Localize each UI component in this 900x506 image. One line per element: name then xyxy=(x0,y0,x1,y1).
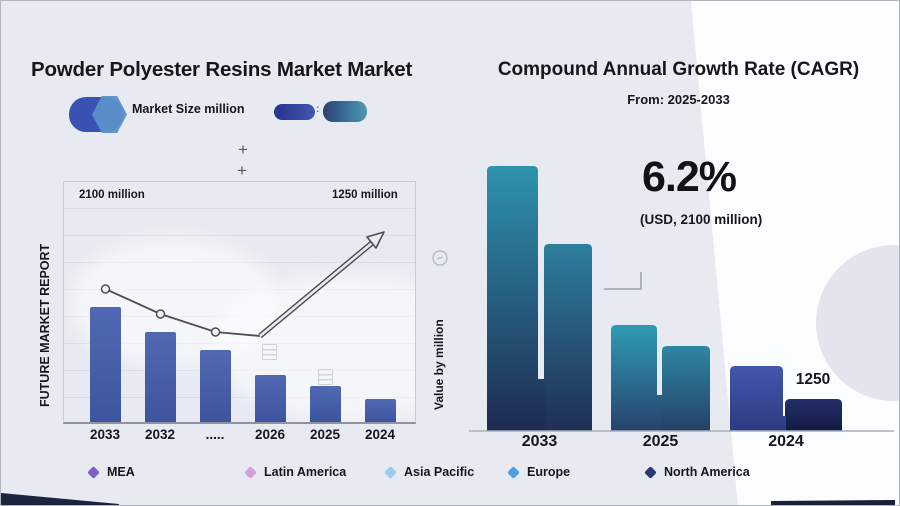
cagr-bar-2033-secondary xyxy=(544,244,592,431)
x-label-2025: 2025 xyxy=(642,433,679,450)
cagr-value: 6.2% xyxy=(642,153,737,201)
ratio-pill-right-icon xyxy=(323,101,367,122)
ratio-separator: : xyxy=(316,104,320,115)
plus-icon: + xyxy=(238,140,248,159)
page-title: Powder Polyester Resins Market Market xyxy=(31,58,413,81)
bar-2033 xyxy=(90,307,121,422)
trend-line xyxy=(105,288,261,337)
ratio-pill-left-icon xyxy=(274,104,315,120)
trend-marker xyxy=(210,327,221,337)
cagr-bar-2025-secondary xyxy=(662,346,710,431)
growth-arrow-shaft-inner xyxy=(259,241,373,338)
right-chart-canvas xyxy=(469,166,894,432)
diamond-icon xyxy=(507,465,520,479)
bar-2024 xyxy=(365,399,396,422)
legend-label: North America xyxy=(664,465,750,479)
legend-item-north-america: North America xyxy=(644,465,750,479)
bar-join xyxy=(782,416,786,431)
bottom-right-dark-wedge xyxy=(771,500,895,505)
legend: MEA Latin America Asia Pacific Europe North … xyxy=(1,465,899,487)
bar-value-annotation: 1250 xyxy=(795,371,831,388)
market-size-icon xyxy=(69,96,127,133)
bar-join xyxy=(656,395,663,431)
legend-label: Latin America xyxy=(264,465,347,479)
cagr-bar-2024-primary xyxy=(730,366,783,431)
legend-item-latin-america: Latin America xyxy=(244,465,347,479)
cagr-title: Compound Annual Growth Rate (CAGR) xyxy=(497,59,860,80)
left-chart-panel xyxy=(63,181,416,424)
trend-line-and-arrow xyxy=(100,231,385,339)
left-chart-x-axis-labels: 2033 2032..... 2026 2025 2024 xyxy=(63,427,416,447)
legend-item-asia-pacific: Asia Pacific xyxy=(384,465,475,479)
cagr-subtitle: From: 2025-2033 xyxy=(627,92,730,107)
document-watermark-icon xyxy=(262,344,277,360)
diamond-icon xyxy=(644,465,657,479)
corner-bracket-decoration xyxy=(604,272,642,290)
plus-icon: + xyxy=(237,161,247,180)
legend-label: Asia Pacific xyxy=(404,465,475,479)
bar-..... xyxy=(200,350,231,422)
diamond-icon xyxy=(244,465,257,479)
bar-2025 xyxy=(310,386,341,422)
x-label-2024: 2024 xyxy=(768,433,804,450)
bar-join xyxy=(537,379,545,431)
legend-item-mea: MEA xyxy=(87,465,135,479)
right-header: Compound Annual Growth Rate (CAGR) From:… xyxy=(456,59,899,107)
market-size-label: Market Size million xyxy=(132,102,245,116)
x-label-2033: 2033 xyxy=(89,427,121,442)
right-chart-vertical-label: Value by million xyxy=(432,319,446,410)
cagr-caption: (USD, 2100 million) xyxy=(640,212,763,227)
x-label-2026: 2026 xyxy=(254,427,286,442)
bar-2026 xyxy=(255,375,286,422)
legend-item-europe: Europe xyxy=(507,465,571,479)
background-circle-shape xyxy=(816,245,899,401)
trend-marker xyxy=(155,309,166,319)
clock-icon xyxy=(432,250,448,266)
legend-label: MEA xyxy=(107,465,135,479)
x-label-2032: 2032 xyxy=(144,427,176,442)
value-annotation-end: 1250 million xyxy=(332,189,398,201)
x-label-2033: 2033 xyxy=(521,433,558,450)
value-annotation-start: 2100 million xyxy=(79,189,145,201)
diamond-icon xyxy=(87,465,100,479)
document-watermark-icon xyxy=(318,369,333,385)
x-label-2024: 2024 xyxy=(364,427,396,442)
bottom-left-dark-wedge xyxy=(1,493,119,505)
cagr-bar-2033-primary xyxy=(487,166,538,431)
trend-marker xyxy=(100,284,111,294)
legend-label: Europe xyxy=(527,465,571,479)
left-chart-vertical-label: FUTURE MARKET REPORT xyxy=(38,243,52,407)
cagr-bar-2025-primary xyxy=(611,325,657,431)
bar-2032 xyxy=(145,332,176,422)
x-label-.....: ..... xyxy=(205,427,225,442)
growth-arrow-head xyxy=(366,231,385,249)
x-label-2025: 2025 xyxy=(309,427,341,442)
diamond-icon xyxy=(384,465,397,479)
cagr-bar-2024-secondary xyxy=(785,399,842,431)
